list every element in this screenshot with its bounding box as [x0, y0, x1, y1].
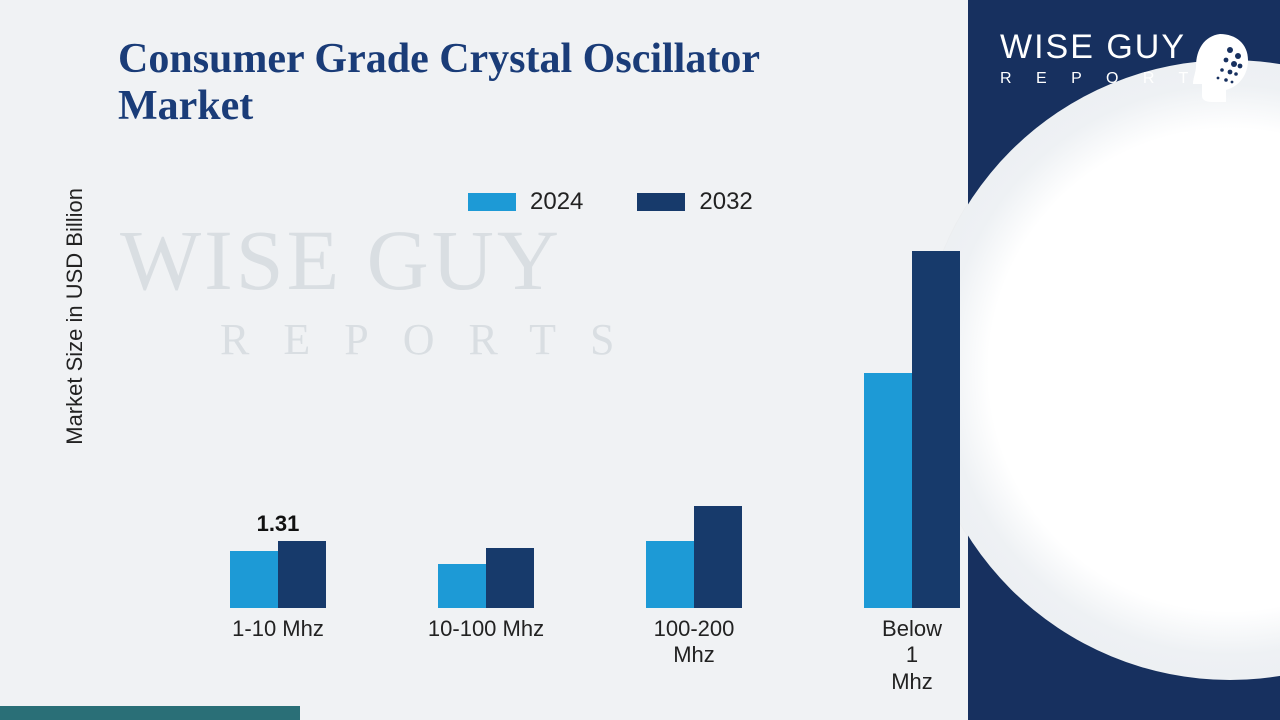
bar-group: 1.311-10 Mhz [188, 238, 368, 608]
legend-item-2024: 2024 [468, 188, 583, 216]
x-axis-label: 100-200Mhz [604, 616, 784, 669]
x-axis-label: 10-100 Mhz [396, 616, 576, 642]
bar-2032 [278, 541, 326, 608]
bars [604, 238, 784, 608]
legend: 2024 2032 [468, 188, 753, 216]
brand-head-icon [1190, 30, 1254, 104]
y-axis-label: Market Size in USD Billion [62, 0, 88, 388]
brand-logo: WISE GUY R E P O R T S [1000, 30, 1250, 110]
legend-label-2024: 2024 [530, 188, 583, 216]
bar-2024 [864, 373, 912, 608]
legend-swatch-2032 [637, 193, 685, 211]
bars: 1.31 [188, 238, 368, 608]
accent-bar [0, 706, 300, 720]
x-axis-label: Below1Mhz [822, 616, 1002, 695]
bar-2032 [694, 506, 742, 608]
legend-swatch-2024 [468, 193, 516, 211]
plot-area: 1.311-10 Mhz10-100 Mhz100-200MhzBelow1Mh… [128, 238, 968, 608]
x-axis-label: 1-10 Mhz [188, 616, 368, 642]
bars [396, 238, 576, 608]
bar-value-label: 1.31 [188, 511, 368, 539]
legend-item-2032: 2032 [637, 188, 752, 216]
bar-group: Below1Mhz [822, 238, 1002, 608]
bar-2032 [486, 548, 534, 608]
bar-group: 100-200Mhz [604, 238, 784, 608]
legend-label-2032: 2032 [699, 188, 752, 216]
bar-2024 [230, 551, 278, 608]
bars [822, 238, 1002, 608]
page-title: Consumer Grade Crystal Oscillator Market [118, 36, 838, 130]
bar-2024 [646, 541, 694, 608]
chart-area: Market Size in USD Billion 2024 2032 1.3… [88, 188, 968, 658]
bar-group: 10-100 Mhz [396, 238, 576, 608]
bar-2032 [912, 251, 960, 608]
bar-2024 [438, 564, 486, 608]
